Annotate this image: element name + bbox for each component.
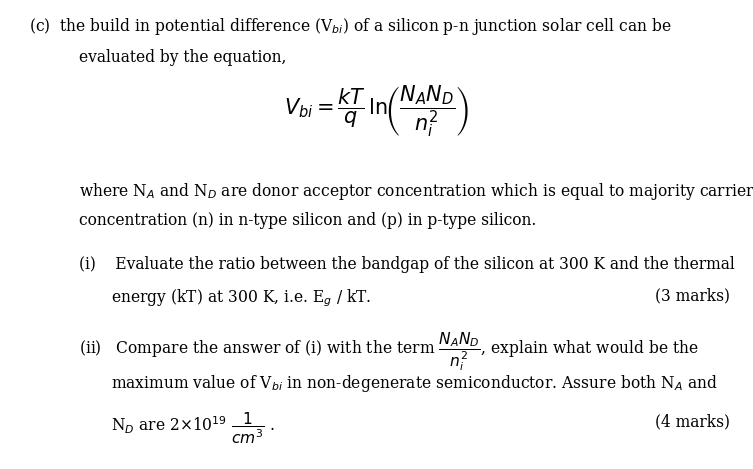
Text: energy (kT) at 300 K, i.e. E$_g$ / kT.: energy (kT) at 300 K, i.e. E$_g$ / kT. — [111, 287, 372, 309]
Text: evaluated by the equation,: evaluated by the equation, — [79, 49, 286, 66]
Text: (ii)   Compare the answer of (i) with the term $\dfrac{N_AN_D}{n_i^2}$, explain : (ii) Compare the answer of (i) with the … — [79, 331, 699, 373]
Text: concentration (n) in n-type silicon and (p) in p-type silicon.: concentration (n) in n-type silicon and … — [79, 212, 536, 229]
Text: (4 marks): (4 marks) — [655, 414, 730, 431]
Text: (3 marks): (3 marks) — [655, 287, 730, 304]
Text: $V_{bi} = \dfrac{kT}{q}\,\mathrm{ln}\!\left(\dfrac{N_A N_D}{n_i^2}\right)$: $V_{bi} = \dfrac{kT}{q}\,\mathrm{ln}\!\l… — [284, 84, 469, 139]
Text: N$_D$ are 2×10$^{19}$ $\dfrac{1}{cm^3}$ .: N$_D$ are 2×10$^{19}$ $\dfrac{1}{cm^3}$ … — [111, 410, 276, 446]
Text: maximum value of V$_{bi}$ in non-degenerate semiconductor. Assure both N$_A$ and: maximum value of V$_{bi}$ in non-degener… — [111, 373, 718, 394]
Text: (i)    Evaluate the ratio between the bandgap of the silicon at 300 K and the th: (i) Evaluate the ratio between the bandg… — [79, 256, 735, 272]
Text: where N$_A$ and N$_D$ are donor acceptor concentration which is equal to majorit: where N$_A$ and N$_D$ are donor acceptor… — [79, 181, 753, 202]
Text: (c)  the build in potential difference (V$_{bi}$) of a silicon p-n junction sola: (c) the build in potential difference (V… — [29, 16, 671, 38]
